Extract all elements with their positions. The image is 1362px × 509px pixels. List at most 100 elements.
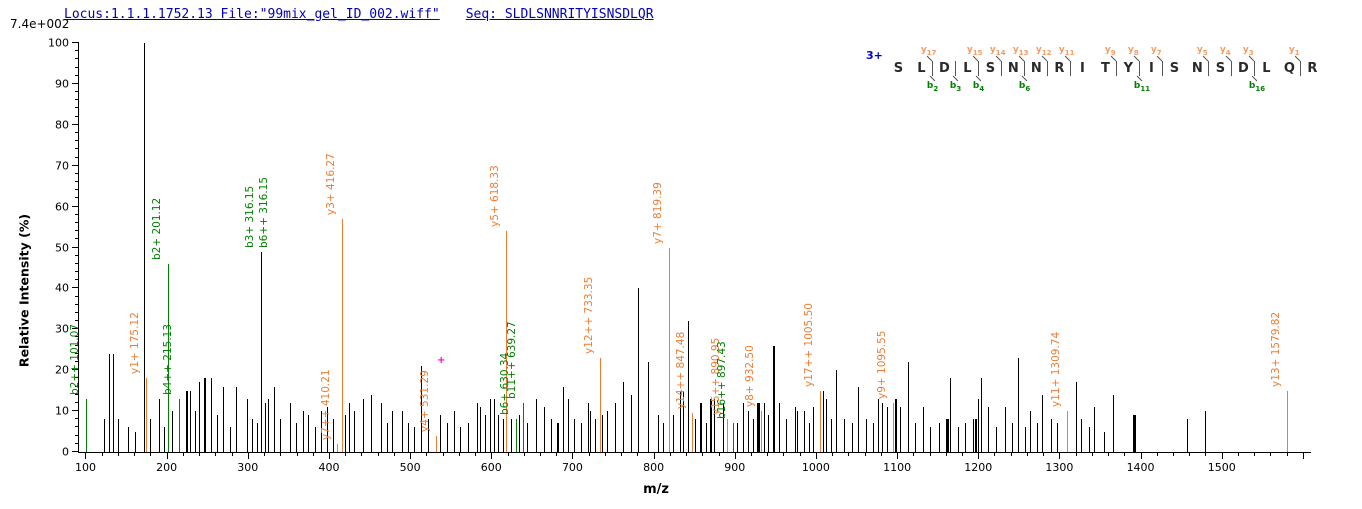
x-axis-minor-tick bbox=[1270, 452, 1272, 456]
x-axis-minor-tick bbox=[393, 452, 395, 456]
x-axis-minor-tick bbox=[1075, 452, 1077, 456]
peak bbox=[453, 411, 455, 452]
b-ion-label: b16 bbox=[1248, 81, 1266, 93]
y-ion-label: y8 bbox=[1127, 45, 1139, 57]
y-axis-minor-tick bbox=[75, 418, 79, 420]
peak bbox=[1104, 431, 1106, 452]
y-ion-label: y13 bbox=[1012, 45, 1029, 57]
y-axis-major-tick bbox=[72, 42, 79, 43]
labeled-peak: y13+ 1579.82 bbox=[1270, 312, 1288, 452]
peak bbox=[113, 353, 115, 452]
peak bbox=[427, 419, 429, 452]
peak bbox=[327, 407, 329, 452]
peak bbox=[1081, 419, 1083, 452]
x-axis-major-tick bbox=[1059, 452, 1061, 459]
y-axis-tick-label: 40 bbox=[55, 281, 69, 295]
residue-letter: Q bbox=[1283, 61, 1295, 76]
x-axis-minor-tick bbox=[215, 452, 217, 456]
peak bbox=[836, 370, 838, 452]
x-axis-minor-tick bbox=[832, 452, 834, 456]
labeled-peak: y7++ 410.21 bbox=[320, 369, 339, 452]
peak bbox=[104, 419, 106, 452]
peak bbox=[872, 423, 874, 452]
x-axis-minor-tick bbox=[458, 452, 460, 456]
precursor-marker: + bbox=[437, 355, 446, 367]
peak bbox=[705, 423, 707, 452]
fragment-bar bbox=[1069, 61, 1071, 76]
peak-ion-label: y17++ 1005.50 bbox=[803, 302, 816, 387]
peak-ion-label: y12++ 733.35 bbox=[582, 276, 595, 354]
peak bbox=[503, 419, 505, 452]
fragment-boundary: y9 bbox=[1105, 45, 1121, 77]
fragment-boundary: y13 b6 bbox=[1013, 45, 1030, 93]
peak bbox=[195, 411, 197, 452]
fragment-boundary: y5 bbox=[1197, 45, 1213, 77]
y-axis-minor-tick bbox=[75, 66, 79, 68]
residue-letter: S bbox=[985, 61, 996, 76]
peak bbox=[587, 402, 589, 452]
peak bbox=[825, 398, 827, 452]
x-axis-minor-tick bbox=[604, 452, 606, 456]
peak bbox=[567, 398, 569, 452]
x-axis-major-tick bbox=[1221, 452, 1223, 459]
peak bbox=[972, 419, 974, 452]
y-axis-minor-tick bbox=[75, 189, 79, 191]
sequence-link[interactable]: Seq: SLDLSNNRITYISNSDLQR bbox=[466, 7, 654, 22]
x-axis-major-tick bbox=[653, 452, 655, 459]
peak bbox=[965, 423, 967, 452]
peak bbox=[1005, 407, 1007, 452]
peak bbox=[996, 427, 998, 452]
fragment-boundary: y1 bbox=[1289, 45, 1305, 77]
x-axis-tick-label: 200 bbox=[156, 461, 178, 474]
y-axis-minor-tick bbox=[75, 148, 79, 150]
y-ion-label: y1 bbox=[1288, 45, 1300, 57]
peak bbox=[497, 415, 499, 452]
peptide-sequence-text: SLDLSNNRITYISNSDLQR bbox=[504, 7, 654, 22]
peak bbox=[117, 419, 119, 452]
y-axis-major-tick bbox=[72, 123, 79, 125]
x-axis-minor-tick bbox=[442, 452, 444, 456]
peak bbox=[392, 411, 394, 452]
peak bbox=[844, 419, 846, 452]
peak bbox=[939, 423, 941, 452]
x-axis-major-tick bbox=[85, 452, 87, 459]
peak bbox=[785, 419, 787, 452]
peak bbox=[510, 419, 512, 452]
x-axis-minor-tick bbox=[1108, 452, 1110, 456]
fragment-bar bbox=[1230, 61, 1232, 76]
x-axis-minor-tick bbox=[134, 452, 136, 456]
peak-ion-label: y14++ 847.48 bbox=[675, 331, 688, 410]
fragment-boundary: b3 bbox=[950, 60, 961, 93]
x-axis-tick-label: 1000 bbox=[801, 461, 830, 474]
peak bbox=[772, 345, 775, 452]
peak-ion-label: y3+ 416.27 bbox=[325, 153, 338, 215]
x-axis-minor-tick bbox=[556, 452, 558, 456]
labeled-peak: b2++ 101.07 bbox=[69, 324, 88, 452]
x-axis-minor-tick bbox=[1124, 452, 1126, 456]
y-axis-major-tick bbox=[72, 287, 79, 289]
peak bbox=[1204, 411, 1206, 452]
x-axis-minor-tick bbox=[507, 452, 509, 456]
x-axis-major-tick bbox=[328, 452, 330, 459]
fragment-boundary: y15 b4 bbox=[967, 45, 984, 93]
y-axis-major-tick bbox=[72, 205, 79, 207]
peak-ion-label: b6++ 316.15 bbox=[257, 176, 270, 248]
y-axis-minor-tick bbox=[75, 181, 79, 183]
peak bbox=[1075, 382, 1077, 452]
labeled-peak: y5+ 618.33 bbox=[489, 165, 508, 452]
peak bbox=[371, 394, 373, 452]
peak bbox=[858, 386, 860, 452]
x-axis-tick-label: 1300 bbox=[1045, 461, 1074, 474]
peak-ion-label: y1+ 175.12 bbox=[129, 312, 142, 375]
locus-file-link[interactable]: Locus:1.1.1.1752.13 File:"99mix_gel_ID_0… bbox=[64, 7, 440, 22]
residue-letter: L bbox=[1262, 61, 1271, 76]
y-axis-major-tick bbox=[72, 82, 79, 84]
peak bbox=[280, 419, 282, 452]
y-axis-minor-tick bbox=[75, 344, 79, 346]
x-axis-minor-tick bbox=[702, 452, 704, 456]
x-axis-tick-label: 1400 bbox=[1126, 461, 1155, 474]
y-axis-tick-label: 60 bbox=[55, 200, 69, 214]
y-axis-minor-tick bbox=[75, 385, 79, 387]
fragment-bar bbox=[1161, 61, 1163, 76]
